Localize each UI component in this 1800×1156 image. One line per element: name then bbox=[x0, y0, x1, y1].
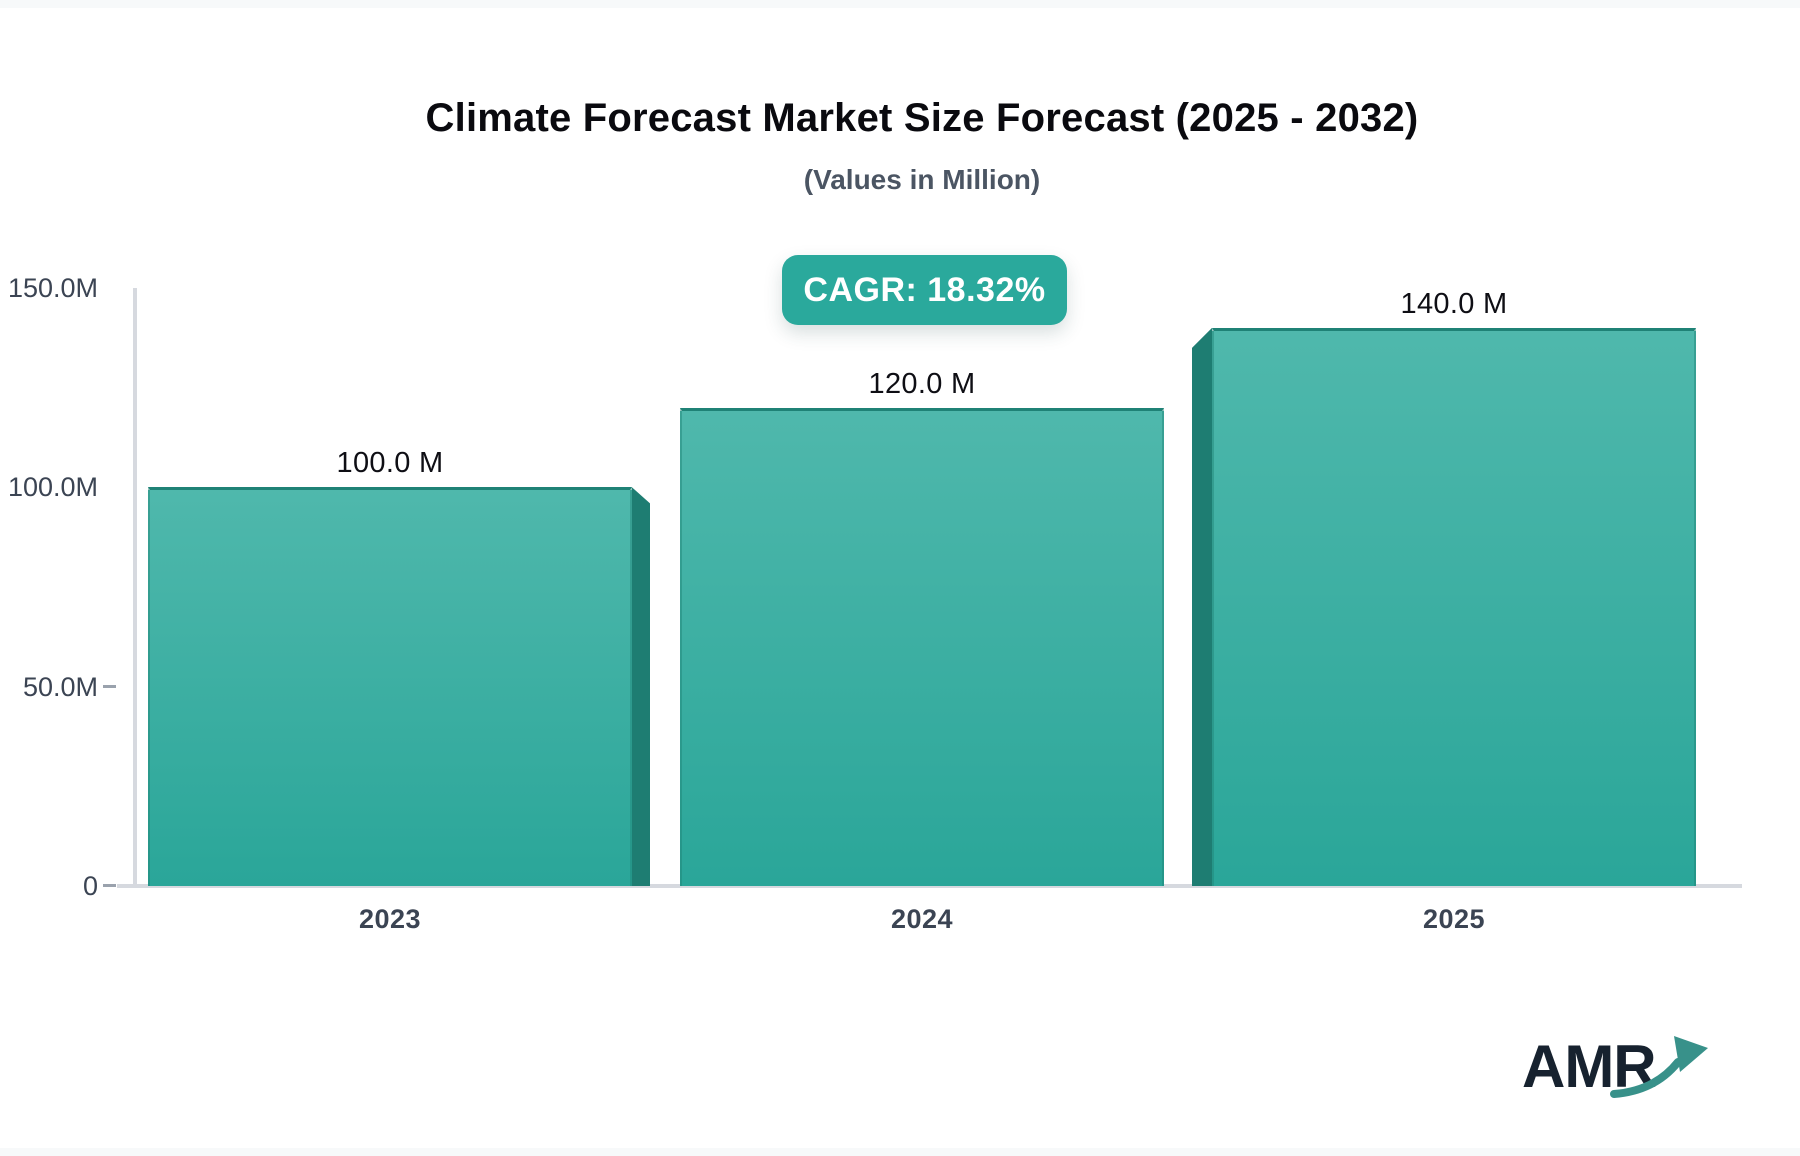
bar-3d-side bbox=[632, 487, 650, 886]
cagr-badge-label: CAGR: 18.32% bbox=[803, 270, 1046, 309]
bar bbox=[1212, 327, 1696, 886]
x-axis-line bbox=[117, 884, 1742, 888]
y-axis-tick-mark bbox=[103, 684, 116, 688]
bar-3d-side bbox=[1192, 327, 1212, 886]
cagr-badge: CAGR: 18.32% bbox=[782, 255, 1067, 325]
y-axis-tick-label: 150.0M bbox=[7, 273, 98, 303]
chart-subtitle: (Values in Million) bbox=[803, 164, 1041, 195]
bar-value-label: 140.0 M bbox=[1400, 287, 1508, 320]
bar bbox=[148, 487, 632, 886]
x-axis-tick-label: 2025 bbox=[1422, 904, 1486, 934]
bar-value-label: 120.0 M bbox=[868, 367, 976, 400]
y-axis-tick-label: 0 bbox=[82, 871, 98, 901]
chart-title: Climate Forecast Market Size Forecast (2… bbox=[425, 96, 1419, 140]
y-axis-line bbox=[133, 288, 137, 886]
page-edge-bottom bbox=[0, 1148, 1800, 1156]
y-axis-tick-mark bbox=[103, 884, 116, 887]
x-axis-tick-label: 2024 bbox=[890, 904, 954, 934]
y-axis-tick-label: 100.0M bbox=[7, 472, 98, 503]
page-edge-top bbox=[0, 0, 1800, 8]
growth-arrow-icon bbox=[1610, 1034, 1710, 1105]
amr-logo: AMR bbox=[1522, 1036, 1722, 1106]
x-axis-tick-label: 2023 bbox=[358, 904, 422, 934]
bar bbox=[680, 407, 1164, 886]
bar-value-label: 100.0 M bbox=[336, 447, 444, 480]
y-axis-tick-label: 50.0M bbox=[22, 671, 98, 702]
